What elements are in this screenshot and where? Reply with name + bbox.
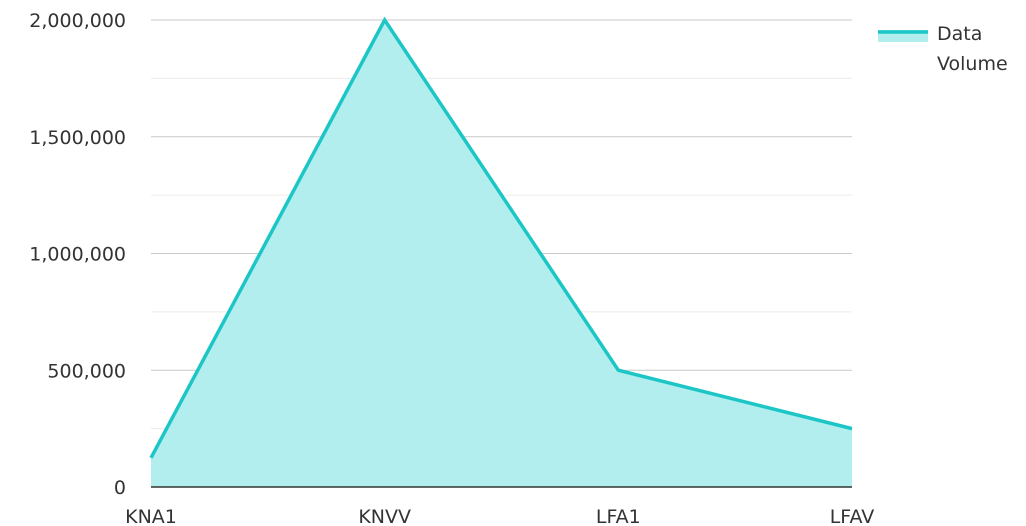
series-area-fill — [151, 20, 852, 487]
x-tick-label: KNA1 — [125, 506, 177, 526]
y-axis-ticks: 0 500,000 1,000,000 1,500,000 2,000,000 — [29, 10, 126, 499]
legend: Data Volume — [878, 23, 1008, 75]
x-axis-ticks: KNA1 KNVV LFA1 LFAV — [125, 506, 874, 526]
y-tick-label: 500,000 — [47, 360, 126, 382]
legend-label: Data Volume — [937, 23, 1008, 75]
y-tick-label: 0 — [114, 477, 126, 499]
legend-label-line-1: Data — [937, 23, 982, 45]
x-tick-label: LFA1 — [596, 506, 641, 526]
legend-label-line-2: Volume — [937, 53, 1008, 75]
y-tick-label: 2,000,000 — [29, 10, 126, 32]
y-tick-label: 1,000,000 — [29, 244, 126, 266]
x-tick-label: LFAV — [830, 506, 875, 526]
x-tick-label: KNVV — [358, 506, 411, 526]
y-tick-label: 1,500,000 — [29, 127, 126, 149]
series-line — [149, 16, 853, 459]
